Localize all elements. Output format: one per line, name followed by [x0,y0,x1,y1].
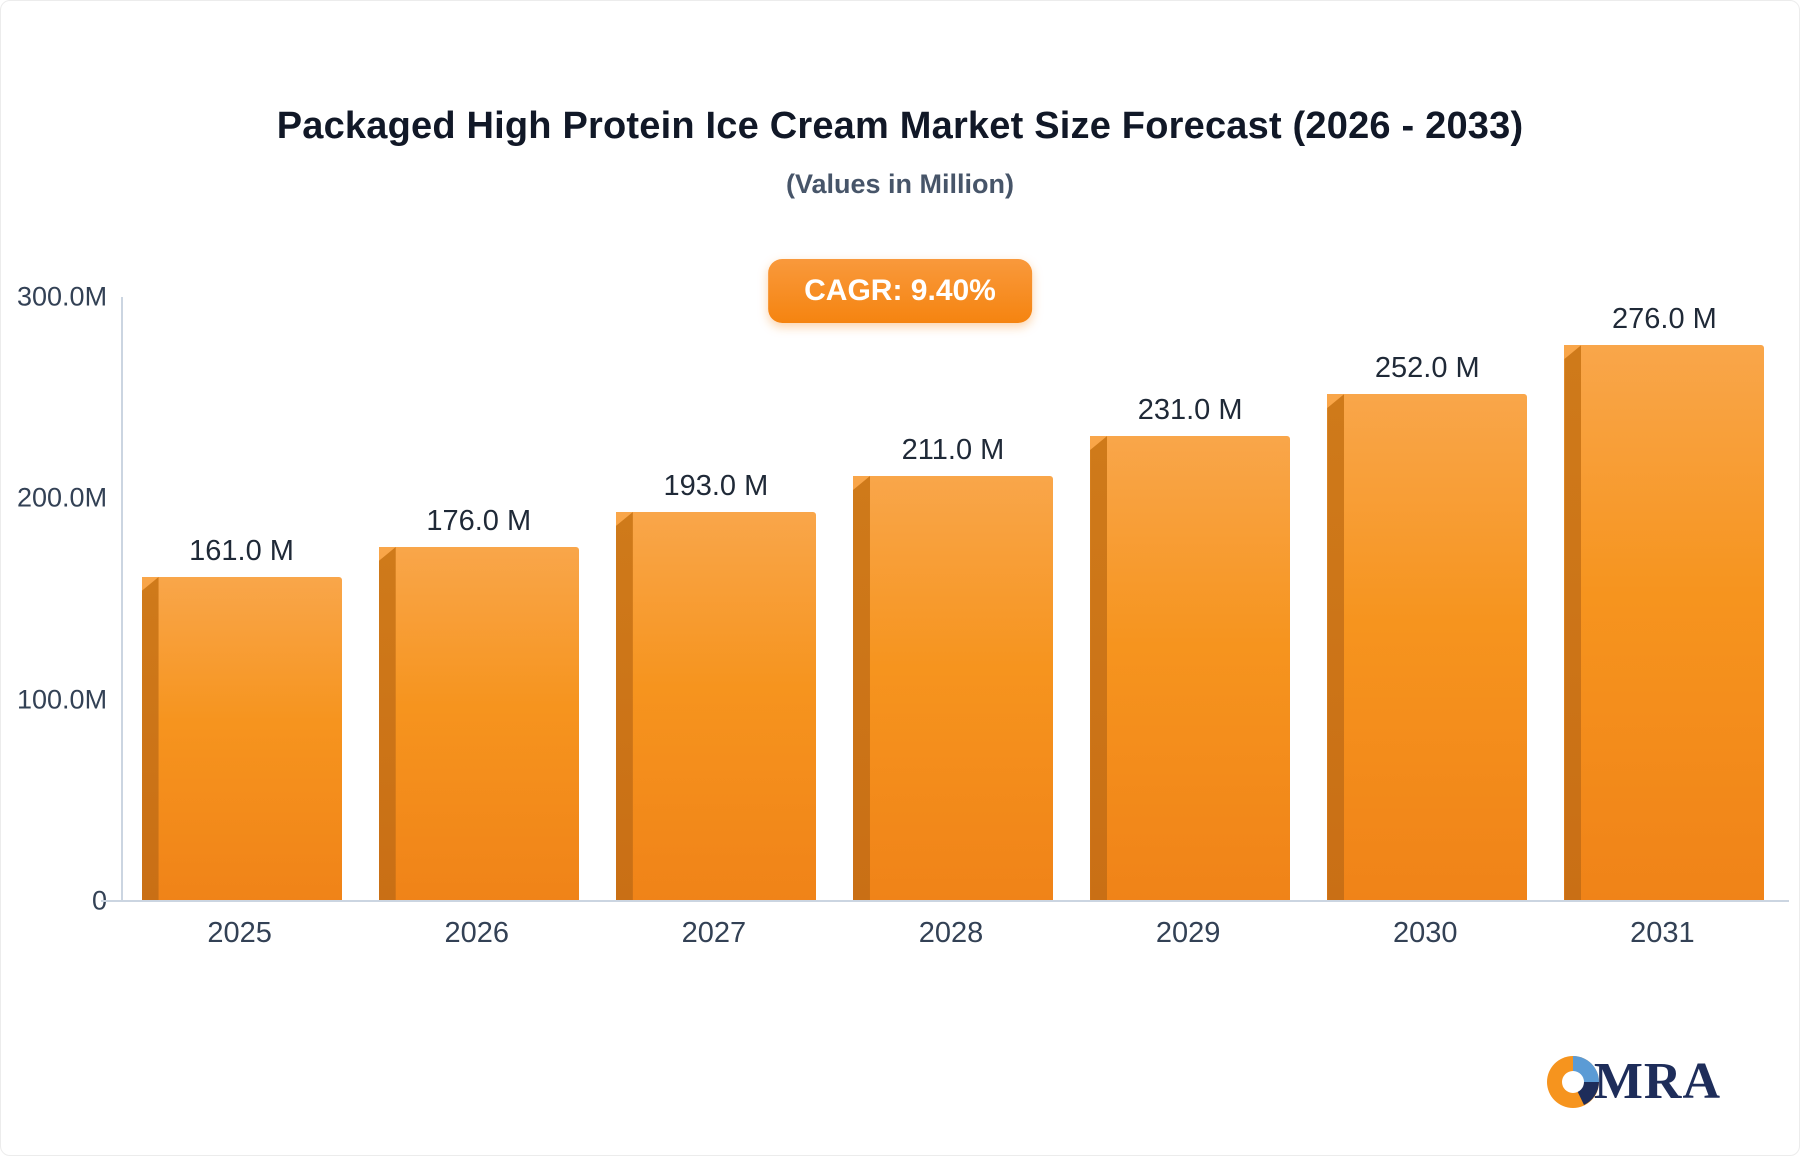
mra-logo-icon [1546,1055,1600,1109]
chart-title: Packaged High Protein Ice Cream Market S… [276,105,1524,147]
bar-side-face [1327,394,1345,901]
bar-value-label: 193.0 M [663,470,769,502]
bar-column: 161.0 M [123,297,360,901]
x-axis-category-label: 2031 [1630,917,1695,949]
bar-side-face [141,577,159,901]
bar-column: 176.0 M [360,297,597,901]
bar-side-face [852,476,870,901]
x-axis-category-label: 2028 [918,917,984,949]
y-axis-tick-label: 200.0M [17,482,108,513]
x-axis-line [101,900,1789,902]
bar-side-face [378,547,396,901]
mra-logo: MRA [1546,1055,1721,1109]
bar-side-face [1090,436,1108,901]
bar-side-face [1564,345,1582,901]
x-axis-category-label: 2030 [1393,917,1458,949]
bar-value-label: 161.0 M [189,535,294,567]
y-axis-labels: 300.0M 200.0M 100.0M 0 [11,282,108,916]
bar-value-label: 176.0 M [426,505,532,537]
y-axis-tick-label: 0 [91,885,107,916]
bar [1090,436,1291,901]
bar [1327,394,1528,901]
bar [852,476,1053,901]
bar [615,512,816,901]
bar-column: 193.0 M [597,297,834,901]
x-axis-category-label: 2029 [1155,917,1221,949]
x-axis-labels: 2025 2026 2027 2028 2029 2030 2031 [121,917,1781,950]
bar-side-face [615,512,633,901]
y-axis-tick-label: 300.0M [17,281,108,312]
bar-column: 276.0 M [1546,297,1783,901]
bar-column: 252.0 M [1309,297,1546,901]
x-axis-category-label: 2025 [207,917,272,949]
x-axis-category-label: 2026 [444,917,509,949]
bar-value-label: 276.0 M [1612,303,1717,335]
bar-value-label: 211.0 M [901,434,1005,466]
y-axis-tick-label: 100.0M [17,684,108,715]
bar [141,577,342,901]
bar [378,547,579,901]
bar-column: 211.0 M [834,297,1071,901]
chart-subtitle: (Values in Million) [785,169,1015,199]
x-axis-category-label: 2027 [681,917,747,949]
bar-column: 231.0 M [1072,297,1309,901]
cagr-badge: CAGR: 9.40% [768,259,1032,323]
plot-area: 161.0 M 176.0 M 193.0 M 211.0 M 231.0 M 252.0… [121,297,1783,901]
mra-logo-text: MRA [1593,1053,1721,1110]
bar-value-label: 252.0 M [1374,352,1480,384]
bar [1564,345,1765,901]
bar-value-label: 231.0 M [1137,394,1243,426]
